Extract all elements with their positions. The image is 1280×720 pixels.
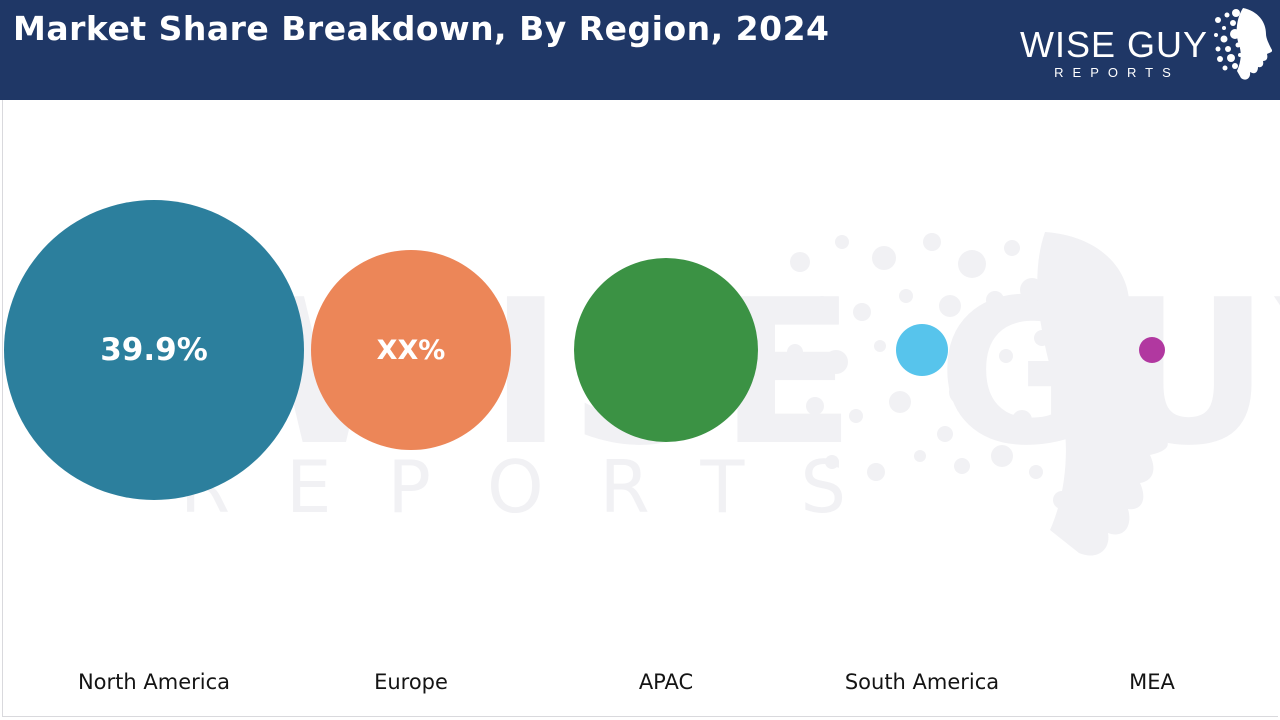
bubble-europe: XX% (311, 250, 511, 450)
bubble-apac (574, 258, 758, 442)
bubble-north-america: 39.9% (4, 200, 304, 500)
watermark-face-profile (1037, 232, 1168, 556)
wiseguy-logo-text: WISE GUY REPORTS (1019, 23, 1208, 81)
chart-title: Market Share Breakdown, By Region, 2024 (13, 9, 830, 48)
category-label-south-america: South America (844, 670, 1000, 694)
category-label-mea: MEA (1129, 670, 1175, 694)
logo-brand-text: WISE GUY (1019, 23, 1208, 65)
bubble-south-america (896, 324, 948, 376)
category-label-apac: APAC (638, 670, 694, 694)
wiseguy-face-icon (1214, 8, 1272, 80)
logo-sub-text: REPORTS (1054, 65, 1180, 81)
bubble-mea (1139, 337, 1165, 363)
header-bar: Market Share Breakdown, By Region, 2024 … (0, 0, 1280, 100)
x-axis-line (2, 716, 1278, 717)
category-label-europe: Europe (374, 670, 448, 694)
watermark-sub-text: REPORTS (180, 445, 902, 529)
y-axis-line (2, 100, 3, 716)
wiseguy-logo: WISE GUY REPORTS (1020, 6, 1272, 90)
category-label-north-america: North America (77, 670, 231, 694)
